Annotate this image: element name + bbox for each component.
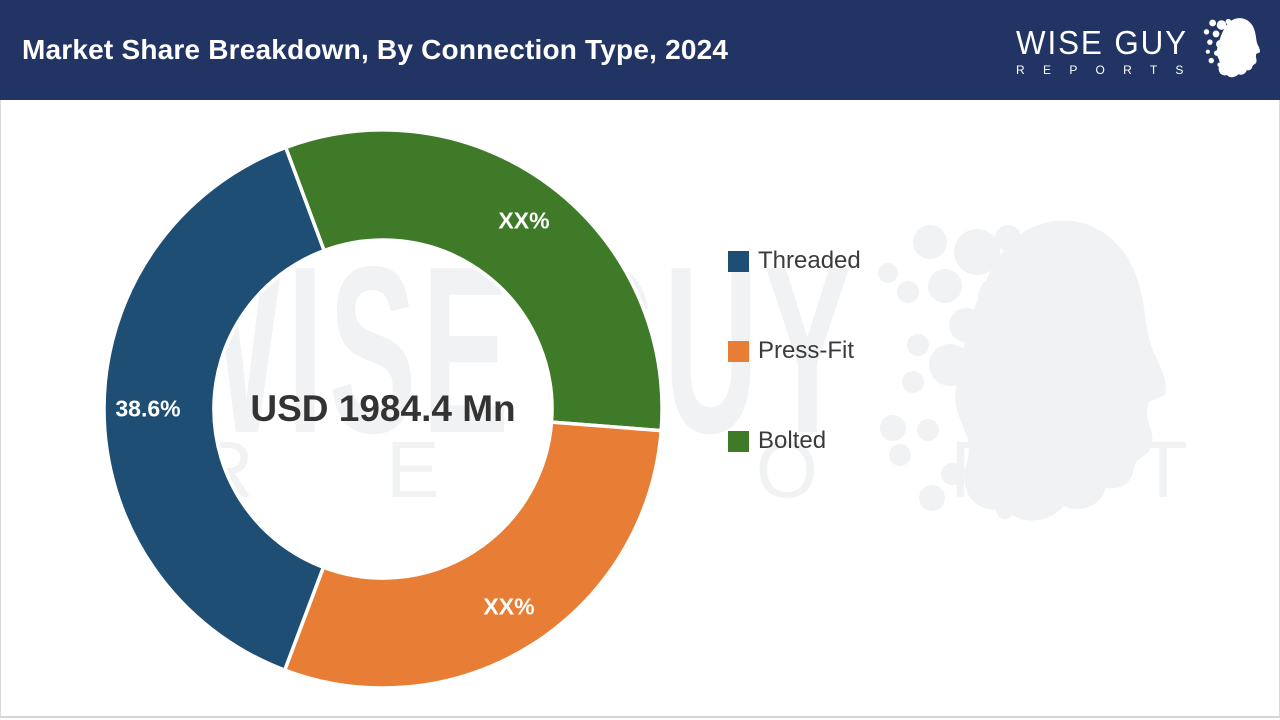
wise-guy-logo: WISE GUY R E P O R T S [1016,6,1266,94]
chart-legend: Threaded Press-Fit Bolted [728,249,861,519]
legend-item-bolted: Bolted [728,429,861,453]
legend-swatch-icon [728,430,749,452]
logo-tagline-text: R E P O R T S [1016,62,1191,77]
legend-swatch-icon [728,340,749,362]
slice-label-press-fit: XX% [483,593,535,620]
slice-bolted [283,128,664,433]
slice-label-threaded: 38.6% [115,395,181,422]
legend-label: Threaded [758,247,861,274]
page-title: Market Share Breakdown, By Connection Ty… [22,34,729,65]
slice-label-bolted: XX% [498,207,550,234]
header-bar: Market Share Breakdown, By Connection Ty… [0,0,1280,100]
legend-label: Bolted [758,427,827,454]
legend-swatch-icon [728,250,749,272]
legend-item-press-fit: Press-Fit [728,339,861,363]
logo-brand-text: WISE GUY [1016,23,1188,61]
legend-label: Press-Fit [758,337,854,364]
slice-press-fit [282,420,663,690]
chart-center-value: USD 1984.4 Mn [250,388,516,429]
face-watermark-icon [878,220,1166,521]
logo-face-icon [1203,18,1261,78]
legend-item-threaded: Threaded [728,249,861,273]
slice-threaded [102,145,326,672]
